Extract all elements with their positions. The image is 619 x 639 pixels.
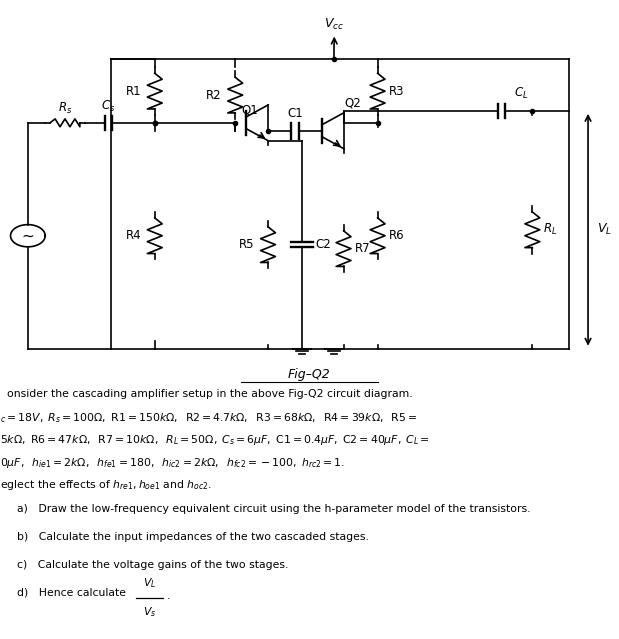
- Text: eglect the effects of $h_{re1}, h_{oe1}$ and $h_{oc2}$.: eglect the effects of $h_{re1}, h_{oe1}$…: [0, 478, 212, 492]
- Text: d)   Hence calculate: d) Hence calculate: [17, 588, 130, 598]
- Text: $5k\Omega,\; \mathrm{R6} = 47k\Omega,\;\; \mathrm{R7} = 10k\Omega,\;\; R_L = 50\: $5k\Omega,\; \mathrm{R6} = 47k\Omega,\;\…: [0, 433, 430, 447]
- Text: c)   Calculate the voltage gains of the two stages.: c) Calculate the voltage gains of the tw…: [17, 560, 288, 570]
- Text: Fig–Q2: Fig–Q2: [288, 368, 331, 381]
- Text: $V_L$: $V_L$: [143, 576, 157, 590]
- Text: R5: R5: [239, 238, 254, 251]
- Text: b)   Calculate the input impedances of the two cascaded stages.: b) Calculate the input impedances of the…: [17, 532, 369, 542]
- Text: $R_L$: $R_L$: [543, 222, 558, 237]
- Text: R7: R7: [355, 242, 370, 255]
- Text: R4: R4: [126, 229, 141, 242]
- Text: ~: ~: [22, 228, 34, 243]
- Text: $V_s$: $V_s$: [143, 605, 157, 619]
- Text: R2: R2: [206, 89, 222, 102]
- Text: R6: R6: [389, 229, 404, 242]
- Text: onsider the cascading amplifier setup in the above Fig-Q2 circuit diagram.: onsider the cascading amplifier setup in…: [7, 389, 413, 399]
- Text: $V_{cc}$: $V_{cc}$: [324, 17, 344, 32]
- Text: Q2: Q2: [344, 96, 361, 110]
- Text: $V_L$: $V_L$: [597, 222, 612, 237]
- Text: $C_s$: $C_s$: [101, 99, 116, 114]
- Text: $0\mu F,\;\; h_{ie1} = 2k\Omega,\;\; h_{fe1} = 180,\;\; h_{ic2} = 2k\Omega,\;\; : $0\mu F,\;\; h_{ie1} = 2k\Omega,\;\; h_{…: [0, 456, 345, 470]
- Text: $R_s$: $R_s$: [58, 100, 72, 116]
- Text: $_c = 18V,\; R_s = 100\Omega,\; \mathrm{R1} = 150k\Omega,\;\; \mathrm{R2} = 4.7k: $_c = 18V,\; R_s = 100\Omega,\; \mathrm{…: [0, 412, 417, 426]
- Text: R3: R3: [389, 84, 404, 98]
- Text: .: .: [167, 591, 170, 601]
- Text: $C_L$: $C_L$: [514, 86, 528, 101]
- Text: C2: C2: [316, 238, 331, 251]
- Text: Q1: Q1: [241, 104, 258, 117]
- Text: a)   Draw the low-frequency equivalent circuit using the h-parameter model of th: a) Draw the low-frequency equivalent cir…: [17, 504, 531, 514]
- Text: R1: R1: [126, 84, 141, 98]
- Text: C1: C1: [287, 107, 303, 119]
